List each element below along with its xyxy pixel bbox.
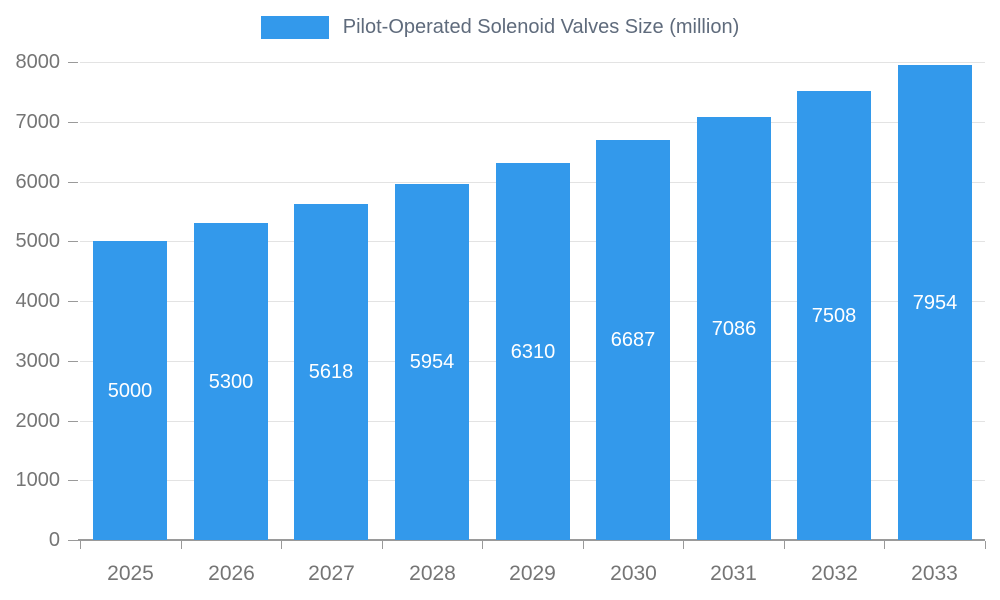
x-axis-label: 2028 [409,562,456,585]
y-axis-label: 3000 [15,350,61,372]
bar-value-label: 7086 [711,318,757,340]
y-axis-label: 8000 [15,51,61,73]
y-axis-tick [68,480,78,481]
y-axis-label: 7000 [15,111,61,133]
x-axis-label: 2032 [811,562,858,585]
y-axis-tick [68,540,78,541]
y-axis-label: 5000 [15,230,61,252]
x-axis-tick [181,541,182,549]
bar-value-label: 6310 [510,341,556,363]
legend-label: Pilot-Operated Solenoid Valves Size (mil… [342,16,740,38]
y-axis-tick [68,182,78,183]
y-axis-label: 0 [48,529,60,551]
y-axis-tick [68,122,78,123]
y-axis-label: 2000 [15,410,61,432]
bar-2025 [93,241,167,540]
y-axis-tick [68,241,78,242]
x-axis-tick [683,541,684,549]
bar-value-label: 5300 [208,371,254,393]
x-axis-tick [784,541,785,549]
bar-2031 [697,117,771,540]
gridline [80,62,985,63]
y-axis-tick [68,421,78,422]
x-axis-label: 2033 [911,562,958,585]
bar-value-label: 6687 [610,329,656,351]
bar-2027 [294,204,368,540]
y-axis-label: 1000 [15,469,61,491]
bar-2026 [194,223,268,540]
y-axis-label: 6000 [15,171,61,193]
x-axis-label: 2025 [107,562,154,585]
x-axis-label: 2030 [610,562,657,585]
bar-2029 [496,163,570,540]
x-axis-tick [583,541,584,549]
x-axis-label: 2026 [208,562,255,585]
y-axis-tick [68,361,78,362]
x-axis-label: 2031 [710,562,757,585]
bar-value-label: 5954 [409,351,455,373]
bar-value-label: 7508 [811,305,857,327]
legend-swatch [260,16,329,39]
x-axis-tick [985,541,986,549]
bar-2030 [596,140,670,540]
x-axis-line [78,539,985,541]
x-axis-tick [80,541,81,549]
y-axis-label: 4000 [15,290,61,312]
x-axis-tick [281,541,282,549]
bar-2032 [797,91,871,540]
bar-2028 [395,184,469,540]
gridline [80,122,985,123]
bar-value-label: 7954 [912,292,958,314]
y-axis-tick [68,62,78,63]
y-axis-tick [68,301,78,302]
x-axis-label: 2027 [308,562,355,585]
chart-legend[interactable]: Pilot-Operated Solenoid Valves Size (mil… [0,16,1000,39]
x-axis-tick [884,541,885,549]
bar-2033 [898,65,972,540]
bar-value-label: 5000 [107,380,153,402]
x-axis-label: 2029 [509,562,556,585]
bar-value-label: 5618 [308,361,354,383]
x-axis-tick [382,541,383,549]
x-axis-tick [482,541,483,549]
